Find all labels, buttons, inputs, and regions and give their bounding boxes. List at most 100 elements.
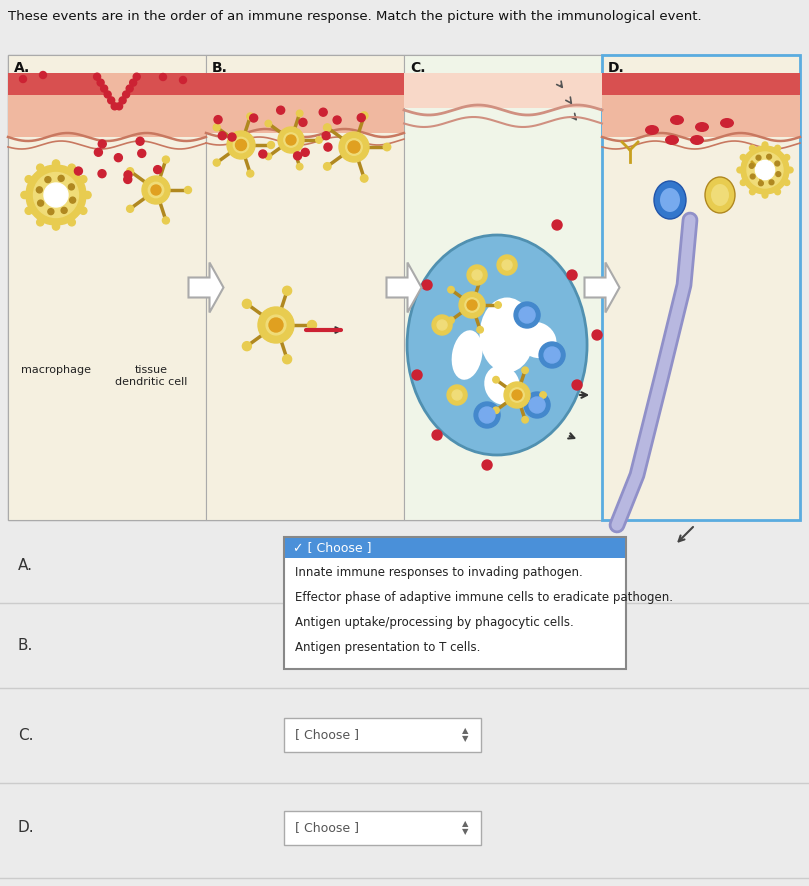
- Polygon shape: [188, 262, 223, 313]
- Circle shape: [522, 416, 528, 423]
- Ellipse shape: [720, 118, 734, 128]
- Text: ▼: ▼: [462, 734, 468, 743]
- Ellipse shape: [485, 365, 520, 405]
- Circle shape: [19, 75, 27, 82]
- Circle shape: [567, 270, 577, 280]
- Circle shape: [123, 91, 129, 98]
- Circle shape: [258, 307, 294, 343]
- Circle shape: [493, 377, 499, 383]
- Circle shape: [286, 135, 296, 145]
- Circle shape: [324, 124, 331, 131]
- Text: Innate immune responses to invading pathogen.: Innate immune responses to invading path…: [295, 566, 582, 579]
- Circle shape: [474, 402, 500, 428]
- Circle shape: [163, 217, 169, 224]
- Circle shape: [333, 116, 341, 124]
- Circle shape: [95, 148, 103, 156]
- Circle shape: [479, 407, 495, 423]
- Circle shape: [756, 160, 774, 180]
- Circle shape: [519, 307, 535, 323]
- Bar: [602, 73, 800, 95]
- Circle shape: [33, 173, 78, 217]
- Text: A.: A.: [18, 557, 33, 572]
- Circle shape: [459, 292, 485, 318]
- Circle shape: [127, 167, 133, 175]
- Circle shape: [44, 183, 68, 207]
- Circle shape: [68, 164, 75, 171]
- Circle shape: [94, 74, 100, 81]
- Circle shape: [53, 159, 60, 167]
- Circle shape: [214, 115, 222, 124]
- Circle shape: [552, 220, 562, 230]
- Text: ▼: ▼: [462, 828, 468, 836]
- Circle shape: [116, 103, 123, 110]
- Text: [ Choose ]: [ Choose ]: [295, 728, 359, 742]
- Polygon shape: [584, 262, 620, 313]
- Circle shape: [465, 298, 479, 312]
- Circle shape: [322, 132, 330, 140]
- Circle shape: [44, 176, 51, 183]
- Circle shape: [282, 286, 291, 295]
- Text: D.: D.: [18, 820, 35, 835]
- Ellipse shape: [518, 322, 557, 358]
- Circle shape: [775, 145, 781, 151]
- Circle shape: [266, 315, 286, 335]
- Text: ✓ [ Choose ]: ✓ [ Choose ]: [293, 541, 371, 555]
- Bar: [8, 55, 206, 520]
- Circle shape: [522, 367, 528, 374]
- Circle shape: [495, 302, 502, 308]
- Bar: [206, 73, 404, 95]
- Circle shape: [26, 165, 86, 225]
- Circle shape: [361, 175, 368, 183]
- Circle shape: [361, 112, 368, 120]
- Circle shape: [497, 255, 517, 275]
- Bar: [404, 73, 602, 108]
- Circle shape: [348, 141, 360, 153]
- Circle shape: [296, 110, 303, 117]
- Circle shape: [529, 397, 545, 413]
- Text: These events are in the order of an immune response. Match the picture with the : These events are in the order of an immu…: [8, 10, 701, 23]
- Circle shape: [36, 219, 44, 226]
- Circle shape: [432, 315, 452, 335]
- Circle shape: [383, 144, 391, 151]
- Circle shape: [784, 154, 790, 160]
- Circle shape: [737, 167, 743, 173]
- Circle shape: [148, 183, 163, 198]
- Circle shape: [142, 176, 170, 204]
- Circle shape: [79, 207, 87, 214]
- Circle shape: [592, 330, 602, 340]
- Circle shape: [243, 299, 252, 308]
- Ellipse shape: [480, 298, 535, 372]
- Circle shape: [126, 85, 133, 92]
- Circle shape: [154, 166, 162, 174]
- Circle shape: [136, 137, 144, 145]
- Circle shape: [544, 347, 560, 363]
- Bar: [206, 55, 404, 520]
- Circle shape: [98, 140, 106, 148]
- Circle shape: [740, 180, 746, 185]
- Text: tissue
dendritic cell: tissue dendritic cell: [115, 365, 187, 386]
- Circle shape: [775, 161, 780, 166]
- Circle shape: [747, 152, 783, 188]
- Circle shape: [108, 97, 115, 104]
- Circle shape: [510, 388, 524, 402]
- Circle shape: [228, 133, 236, 141]
- Circle shape: [539, 342, 565, 368]
- Circle shape: [25, 207, 32, 214]
- Text: C.: C.: [410, 61, 426, 75]
- Circle shape: [762, 192, 768, 198]
- Circle shape: [741, 146, 789, 194]
- Circle shape: [756, 155, 761, 160]
- Circle shape: [447, 286, 455, 293]
- Ellipse shape: [645, 125, 659, 135]
- Circle shape: [124, 171, 132, 179]
- Bar: [8, 73, 206, 95]
- Bar: [8, 95, 206, 137]
- Circle shape: [97, 79, 104, 86]
- Circle shape: [69, 184, 74, 190]
- Circle shape: [247, 113, 254, 120]
- Circle shape: [104, 91, 111, 98]
- Circle shape: [307, 321, 316, 330]
- Circle shape: [40, 72, 46, 79]
- Circle shape: [111, 103, 118, 110]
- Circle shape: [98, 170, 106, 178]
